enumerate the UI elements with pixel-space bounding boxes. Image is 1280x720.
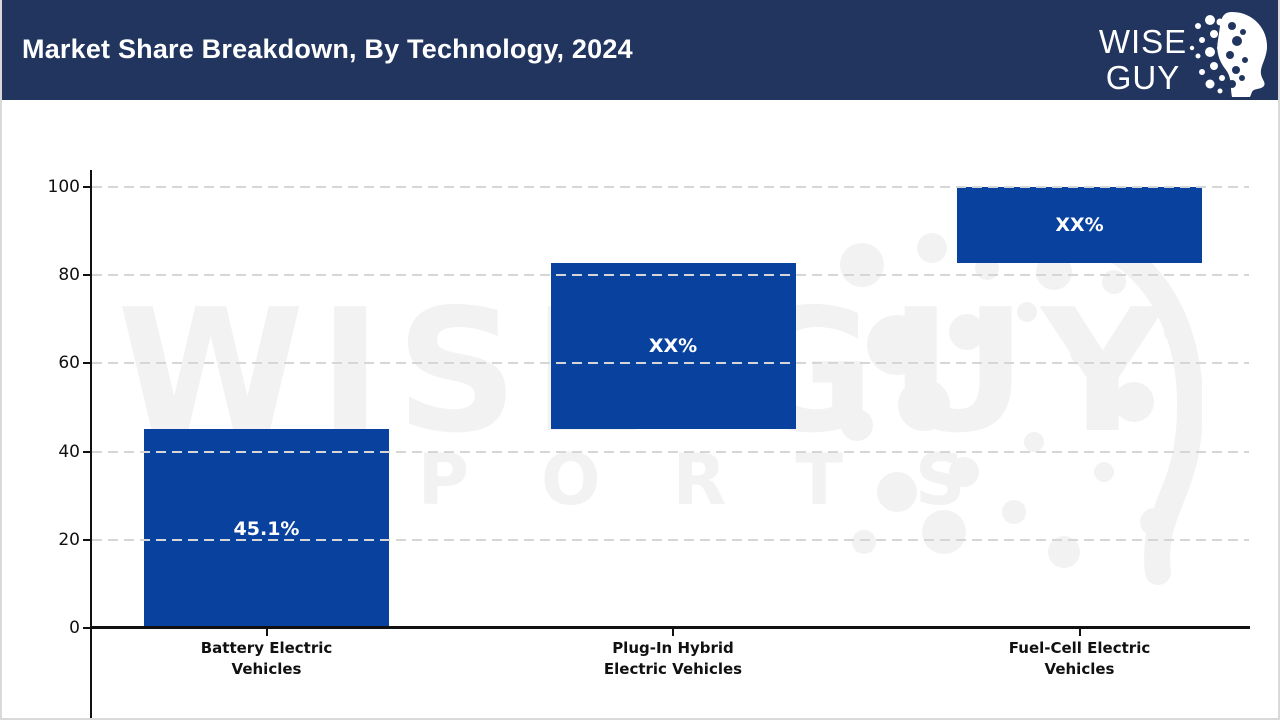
brand-logo-text: WISE GUY REPORTS <box>1058 23 1228 114</box>
y-tick-label-100: 100 <box>47 177 80 197</box>
x-category-label: Plug-In Hybrid Electric Vehicles <box>603 639 743 678</box>
x-tick-mark <box>672 629 674 636</box>
gridline-60 <box>92 362 1249 365</box>
bar-value-label: XX% <box>1055 213 1104 236</box>
x-category-label: Fuel-Cell Electric Vehicles <box>1008 639 1151 678</box>
gridline-20 <box>92 538 1249 541</box>
brand-subtitle: REPORTS <box>1084 98 1211 113</box>
brand-head-icon <box>1189 12 1268 97</box>
bar-value-label: 45.1% <box>233 517 300 540</box>
y-tick-mark <box>83 627 90 629</box>
bar-plug-in-hybrid-electric-vehicles <box>550 262 796 430</box>
bar-battery-electric-vehicles <box>144 429 389 628</box>
x-tick-mark <box>265 629 268 636</box>
y-tick-mark <box>83 186 90 188</box>
x-category-label: Battery Electric Vehicles <box>200 639 333 678</box>
y-tick-label-0: 0 <box>69 618 80 638</box>
y-tick-mark <box>83 538 90 541</box>
y-tick-mark <box>83 274 90 277</box>
gridline-80 <box>92 274 1249 277</box>
y-tick-mark <box>83 450 90 453</box>
brand-logo: WISE GUY REPORTS <box>1022 6 1272 113</box>
bar-value-label: XX% <box>648 334 698 357</box>
y-tick-label-80: 80 <box>58 265 80 286</box>
y-axis-line <box>90 170 92 718</box>
watermark-head-icon <box>840 229 1202 585</box>
brand-name: WISE GUY <box>1098 23 1188 96</box>
y-tick-label-20: 20 <box>58 529 80 550</box>
header-bar: Market Share Breakdown, By Technology, 2… <box>2 0 1278 113</box>
chart-title: Market Share Breakdown, By Technology, 2… <box>22 34 633 64</box>
bar-fuel-cell-electric-vehicles <box>957 187 1202 263</box>
y-tick-mark <box>83 362 90 365</box>
y-tick-label-40: 40 <box>58 441 80 462</box>
x-tick-mark <box>1078 629 1081 636</box>
y-tick-label-60: 60 <box>58 353 80 374</box>
gridline-100 <box>92 186 1249 188</box>
gridline-40 <box>92 450 1249 453</box>
plot-area: WISE GUY REPORTS 0 20 40 <box>2 100 1278 718</box>
x-axis-line <box>90 626 1250 629</box>
